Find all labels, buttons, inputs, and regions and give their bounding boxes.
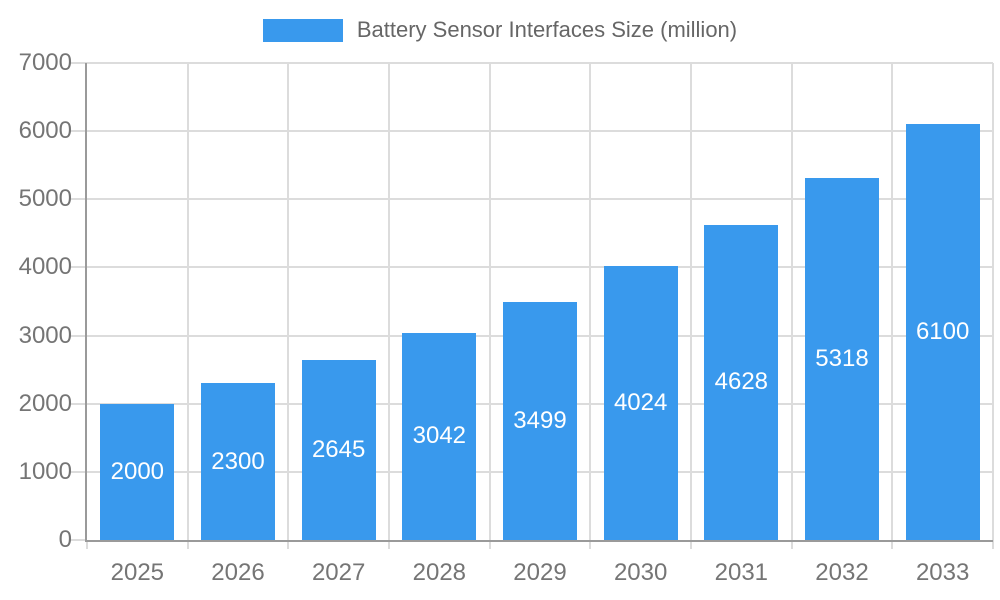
- bar[interactable]: 2300: [201, 383, 275, 540]
- bar[interactable]: 2645: [301, 359, 376, 540]
- x-tick: [488, 540, 491, 549]
- y-gridline: [87, 130, 993, 133]
- bar-value-label: 2645: [311, 435, 366, 463]
- x-gridline: [690, 63, 692, 540]
- bar[interactable]: 6100: [905, 124, 980, 540]
- x-gridline: [992, 63, 994, 540]
- bar[interactable]: 3042: [402, 332, 477, 540]
- x-gridline: [186, 63, 189, 540]
- x-tick: [186, 540, 189, 549]
- y-tick-label: 6000: [18, 117, 72, 145]
- bar-value-label: 4628: [714, 368, 769, 396]
- bar[interactable]: 4628: [704, 224, 779, 540]
- y-tick: [71, 402, 87, 405]
- bar[interactable]: 5318: [805, 177, 879, 540]
- bar-value-label: 3042: [412, 422, 467, 450]
- y-gridline: [87, 266, 993, 269]
- y-tick-label: 5000: [18, 185, 72, 213]
- x-tick: [86, 540, 88, 549]
- y-tick-label: 4000: [18, 253, 72, 281]
- x-gridline: [589, 63, 592, 540]
- x-tick: [790, 540, 793, 549]
- x-tick: [891, 540, 894, 549]
- y-gridline: [87, 198, 993, 201]
- y-tick-label: 3000: [18, 321, 72, 349]
- bar-value-label: 5318: [815, 344, 869, 372]
- x-gridline: [287, 63, 290, 540]
- x-gridline: [388, 63, 390, 540]
- x-gridline: [488, 63, 491, 540]
- x-tick: [589, 540, 592, 549]
- y-tick: [71, 266, 87, 269]
- bar-value-label: 2300: [211, 447, 265, 475]
- y-tick-label: 2000: [18, 389, 72, 417]
- x-tick: [690, 540, 692, 549]
- y-tick-label: 7000: [18, 49, 72, 76]
- x-tick-label: 2033: [915, 559, 970, 586]
- y-gridline: [87, 62, 993, 64]
- x-tick-label: 2026: [211, 559, 265, 586]
- y-tick: [71, 198, 87, 201]
- bar[interactable]: 3499: [503, 301, 577, 540]
- y-tick: [71, 334, 87, 337]
- x-gridline: [790, 63, 793, 540]
- x-tick-label: 2031: [714, 559, 769, 586]
- y-tick: [71, 62, 87, 64]
- x-tick-label: 2032: [815, 559, 869, 586]
- bar[interactable]: 4024: [603, 265, 678, 540]
- y-tick: [71, 539, 87, 541]
- x-gridline: [891, 63, 894, 540]
- x-axis-line: [85, 540, 993, 542]
- x-tick: [992, 540, 994, 549]
- x-tick: [287, 540, 290, 549]
- legend: Battery Sensor Interfaces Size (million): [0, 18, 1000, 42]
- y-tick-label: 1000: [18, 457, 72, 485]
- x-tick-label: 2030: [613, 559, 668, 586]
- bar-value-label: 3499: [513, 406, 567, 434]
- y-tick: [71, 130, 87, 133]
- y-axis-line: [85, 63, 87, 540]
- y-tick: [71, 470, 87, 473]
- bar-value-label: 6100: [915, 318, 970, 346]
- bar-value-label: 2000: [110, 457, 165, 485]
- bar[interactable]: 2000: [100, 403, 175, 540]
- x-tick: [388, 540, 390, 549]
- x-tick-label: 2025: [110, 559, 165, 586]
- legend-swatch: [262, 18, 343, 42]
- legend-label: Battery Sensor Interfaces Size (million): [356, 17, 738, 42]
- bar-value-label: 4024: [613, 388, 668, 416]
- x-tick-label: 2028: [412, 559, 467, 586]
- x-tick-label: 2029: [513, 559, 567, 586]
- x-tick-label: 2027: [311, 559, 366, 586]
- y-tick-label: 0: [58, 526, 72, 553]
